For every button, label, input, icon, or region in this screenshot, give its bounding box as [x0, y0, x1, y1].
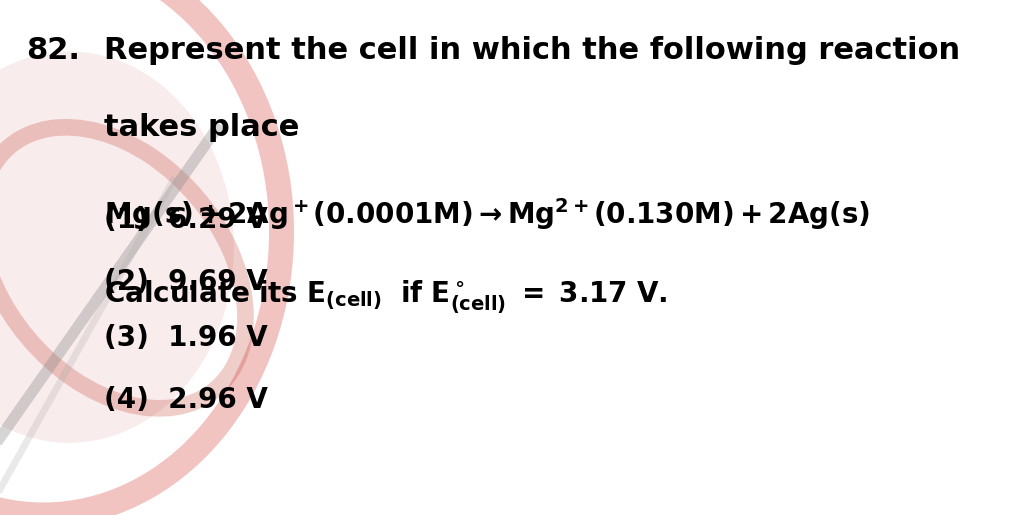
Ellipse shape — [0, 52, 233, 443]
Text: takes place: takes place — [104, 113, 299, 142]
Text: 82.: 82. — [26, 36, 80, 65]
Text: (3)  1.96 V: (3) 1.96 V — [104, 324, 267, 352]
Text: Represent the cell in which the following reaction: Represent the cell in which the followin… — [104, 36, 961, 65]
Text: (4)  2.96 V: (4) 2.96 V — [104, 386, 268, 414]
Text: (2)  9.69 V: (2) 9.69 V — [104, 268, 267, 296]
Text: (1)  6.29 V: (1) 6.29 V — [104, 206, 267, 234]
Text: $\mathbf{Calculate\ its\ E_{(cell)}\ \ if\ E^\circ_{(cell)}\ =\ 3.17\ V.}$: $\mathbf{Calculate\ its\ E_{(cell)}\ \ i… — [104, 278, 668, 316]
Text: $\mathbf{Mg(s) + 2Ag^+(0.0001M) \rightarrow Mg^{2+}(0.130M) + 2Ag(s)}$: $\mathbf{Mg(s) + 2Ag^+(0.0001M) \rightar… — [104, 196, 870, 232]
